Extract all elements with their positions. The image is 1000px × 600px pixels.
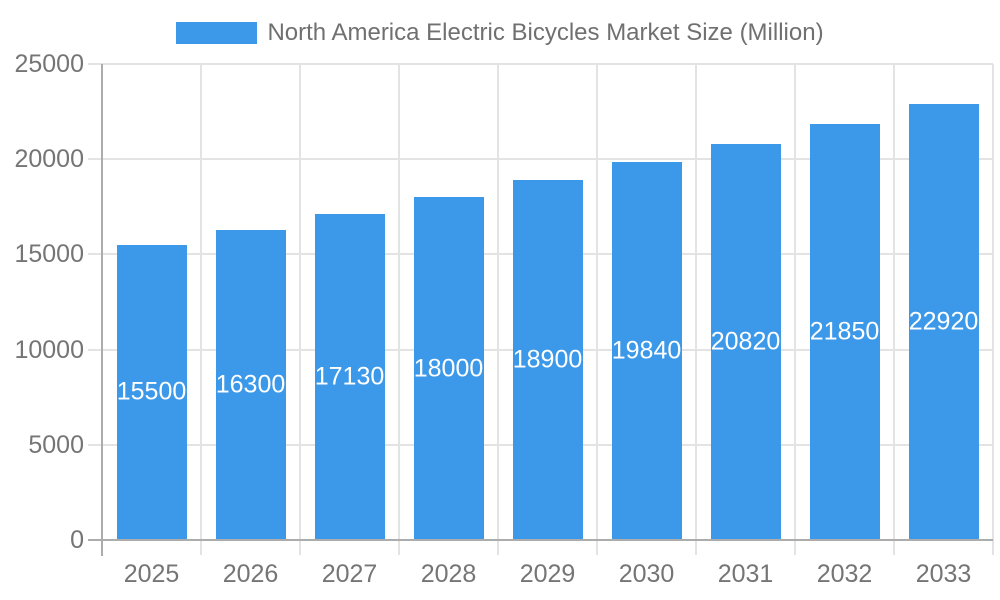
bar-label-2029: 18900 <box>512 345 583 374</box>
y-tick-15000 <box>88 253 102 256</box>
gridline-v-7 <box>794 64 796 540</box>
x-tick-label-2029: 2029 <box>519 560 576 588</box>
y-tick-25000 <box>88 63 102 65</box>
x-tick-5 <box>596 540 598 555</box>
x-tick-label-2030: 2030 <box>618 560 675 588</box>
bar-label-2033: 22920 <box>908 307 979 336</box>
x-axis-line <box>88 539 993 541</box>
x-tick-label-2032: 2032 <box>816 560 873 588</box>
bar-2033[interactable]: 22920 <box>908 103 979 540</box>
x-tick-1 <box>200 540 202 555</box>
x-tick-4 <box>497 540 499 555</box>
gridline-v-5 <box>596 64 598 540</box>
gridline-v-4 <box>497 64 499 540</box>
y-tick-10000 <box>88 348 102 351</box>
bar-label-2027: 17130 <box>314 362 385 391</box>
x-tick-label-2028: 2028 <box>420 560 477 588</box>
gridline-v-9 <box>992 64 994 540</box>
bar-2028[interactable]: 18000 <box>413 197 484 540</box>
y-tick-20000 <box>88 158 102 161</box>
x-tick-7 <box>794 540 796 555</box>
bar-label-2025: 15500 <box>116 377 187 406</box>
x-tick-label-2033: 2033 <box>915 560 972 588</box>
bar-2027[interactable]: 17130 <box>314 213 385 540</box>
bar-2025[interactable]: 15500 <box>116 244 187 540</box>
bar-label-2026: 16300 <box>215 370 286 399</box>
legend-swatch-icon <box>176 22 258 44</box>
y-tick-5000 <box>88 443 102 446</box>
x-tick-label-2031: 2031 <box>717 560 774 588</box>
x-tick-2 <box>299 540 301 555</box>
bar-2030[interactable]: 19840 <box>611 162 682 540</box>
legend-item[interactable]: North America Electric Bicycles Market S… <box>176 19 824 46</box>
x-tick-label-2027: 2027 <box>321 560 378 588</box>
y-tick-label-10000: 10000 <box>14 335 84 364</box>
gridline-h-20000 <box>102 158 993 161</box>
x-tick-3 <box>398 540 400 555</box>
gridline-v-3 <box>398 64 400 540</box>
gridline-v-8 <box>893 64 895 540</box>
x-tick-label-2026: 2026 <box>222 560 279 588</box>
y-tick-label-5000: 5000 <box>28 430 84 459</box>
bar-label-2028: 18000 <box>413 354 484 383</box>
x-tick-6 <box>695 540 697 555</box>
y-tick-label-20000: 20000 <box>14 145 84 174</box>
gridline-h-25000 <box>102 63 993 65</box>
gridline-v-2 <box>299 64 301 540</box>
bar-label-2031: 20820 <box>710 327 781 356</box>
gridline-v-6 <box>695 64 697 540</box>
bar-label-2032: 21850 <box>809 317 880 346</box>
bar-2032[interactable]: 21850 <box>809 123 880 540</box>
x-tick-label-2025: 2025 <box>123 560 180 588</box>
plot-area: 15500 16300 17130 18000 18900 19840 20820 21850… <box>88 63 994 556</box>
legend: North America Electric Bicycles Market S… <box>0 21 1000 45</box>
bar-2029[interactable]: 18900 <box>512 180 583 540</box>
gridline-v-1 <box>200 64 202 540</box>
bar-label-2030: 19840 <box>611 336 682 365</box>
bar-2031[interactable]: 20820 <box>710 143 781 540</box>
y-tick-label-15000: 15000 <box>14 240 84 269</box>
legend-label: North America Electric Bicycles Market S… <box>267 19 824 46</box>
y-axis-line <box>101 64 103 556</box>
bar-2026[interactable]: 16300 <box>215 229 286 540</box>
x-tick-9 <box>992 540 994 555</box>
x-tick-8 <box>893 540 895 555</box>
y-tick-label-25000: 25000 <box>14 50 84 78</box>
y-tick-label-0: 0 <box>70 526 84 554</box>
